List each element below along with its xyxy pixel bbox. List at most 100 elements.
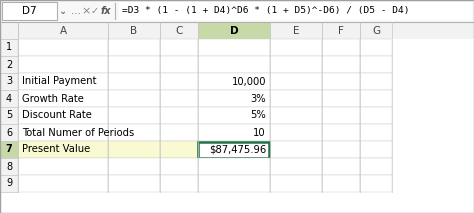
Bar xyxy=(392,22,474,39)
Text: 5: 5 xyxy=(6,111,12,121)
Bar xyxy=(0,22,18,39)
Bar xyxy=(160,22,198,39)
Bar xyxy=(322,107,360,124)
Bar xyxy=(0,90,18,107)
Bar xyxy=(392,107,474,124)
Bar xyxy=(18,107,108,124)
Text: 3%: 3% xyxy=(250,94,266,104)
Bar xyxy=(270,73,322,90)
Bar xyxy=(0,56,18,73)
Bar xyxy=(198,124,270,141)
Bar xyxy=(270,90,322,107)
Bar xyxy=(108,39,160,56)
Bar xyxy=(392,73,474,90)
Bar xyxy=(198,175,270,192)
Bar xyxy=(198,73,270,90)
Text: $87,475.96: $87,475.96 xyxy=(209,144,266,154)
Bar xyxy=(18,158,108,175)
Bar xyxy=(392,56,474,73)
Bar xyxy=(198,107,270,124)
Text: Discount Rate: Discount Rate xyxy=(22,111,92,121)
Bar xyxy=(360,39,392,56)
Text: D7: D7 xyxy=(22,6,37,16)
Text: 2: 2 xyxy=(6,59,12,69)
Bar xyxy=(360,73,392,90)
Bar xyxy=(18,56,108,73)
Bar xyxy=(198,90,270,107)
Text: ⌄: ⌄ xyxy=(59,6,67,16)
Bar xyxy=(270,107,322,124)
Text: E: E xyxy=(293,26,299,36)
Bar xyxy=(0,158,18,175)
Bar xyxy=(108,73,160,90)
Bar xyxy=(108,90,160,107)
Bar xyxy=(392,175,474,192)
Bar xyxy=(360,56,392,73)
Bar xyxy=(270,124,322,141)
Text: 10: 10 xyxy=(254,128,266,138)
Bar xyxy=(322,158,360,175)
Text: Present Value: Present Value xyxy=(22,144,90,154)
Bar xyxy=(160,158,198,175)
Bar xyxy=(160,56,198,73)
Bar xyxy=(392,90,474,107)
Text: ×: × xyxy=(81,6,91,16)
Bar xyxy=(270,22,322,39)
Text: Initial Payment: Initial Payment xyxy=(22,76,97,86)
Bar xyxy=(198,39,270,56)
Bar xyxy=(108,175,160,192)
Text: Growth Rate: Growth Rate xyxy=(22,94,84,104)
Text: B: B xyxy=(130,26,137,36)
Bar xyxy=(322,175,360,192)
Bar xyxy=(18,175,108,192)
Bar xyxy=(2,2,57,20)
Bar xyxy=(322,39,360,56)
Bar xyxy=(160,141,198,158)
Bar xyxy=(160,73,198,90)
Text: 4: 4 xyxy=(6,94,12,104)
Text: 10,000: 10,000 xyxy=(231,76,266,86)
Text: 9: 9 xyxy=(6,178,12,189)
Bar xyxy=(198,141,270,158)
Bar xyxy=(198,158,270,175)
Text: A: A xyxy=(59,26,66,36)
Text: 5%: 5% xyxy=(250,111,266,121)
Bar xyxy=(18,73,108,90)
Bar xyxy=(322,56,360,73)
Bar xyxy=(18,124,108,141)
Bar xyxy=(360,90,392,107)
Bar xyxy=(108,158,160,175)
Text: C: C xyxy=(175,26,182,36)
Bar xyxy=(160,175,198,192)
Bar xyxy=(360,22,392,39)
Text: …: … xyxy=(71,6,81,16)
Bar xyxy=(0,107,18,124)
Text: 8: 8 xyxy=(6,161,12,171)
Bar xyxy=(108,124,160,141)
Text: 1: 1 xyxy=(6,43,12,52)
Bar xyxy=(270,56,322,73)
Bar xyxy=(360,158,392,175)
Bar xyxy=(0,175,18,192)
Bar xyxy=(392,158,474,175)
Text: 6: 6 xyxy=(6,128,12,138)
Bar xyxy=(322,22,360,39)
Bar xyxy=(392,141,474,158)
Bar xyxy=(18,22,108,39)
Bar xyxy=(392,39,474,56)
Bar xyxy=(18,141,108,158)
Bar xyxy=(0,124,18,141)
Bar xyxy=(392,124,474,141)
Bar xyxy=(0,39,18,56)
Bar xyxy=(360,175,392,192)
Bar xyxy=(18,39,108,56)
Bar xyxy=(198,22,270,39)
Bar xyxy=(322,124,360,141)
Bar xyxy=(360,141,392,158)
Bar xyxy=(160,39,198,56)
Bar xyxy=(360,107,392,124)
Bar xyxy=(18,90,108,107)
Bar xyxy=(360,124,392,141)
Text: 7: 7 xyxy=(6,144,12,154)
Bar xyxy=(119,2,472,20)
